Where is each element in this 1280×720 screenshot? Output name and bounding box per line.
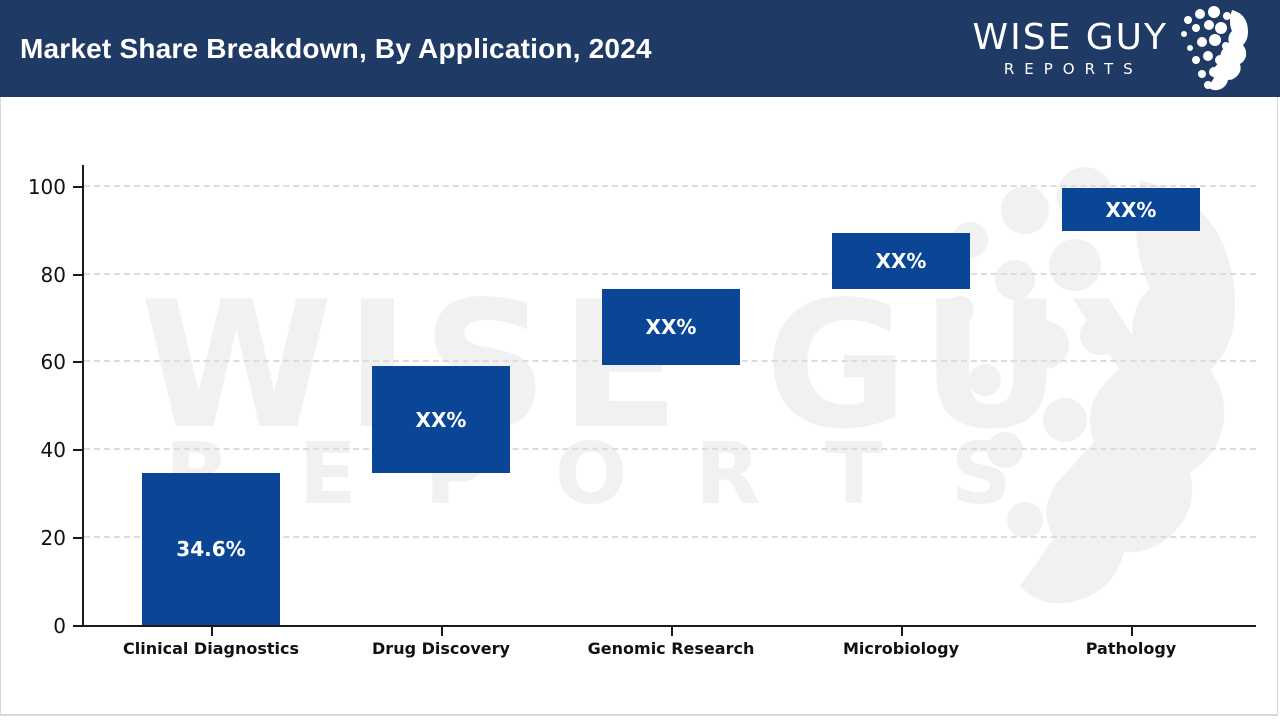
brand-logo-text: WISE GUY REPORTS — [973, 20, 1169, 77]
x-tick-mark — [211, 627, 213, 636]
dotted-head-icon — [1181, 5, 1248, 90]
y-tick-label: 80 — [40, 262, 66, 287]
y-tick-label: 0 — [53, 614, 66, 638]
bar-segment: XX% — [1062, 187, 1200, 232]
y-tick-label: 60 — [40, 350, 66, 375]
y-tick-mark — [73, 537, 82, 540]
header-band: Market Share Breakdown, By Application, … — [0, 0, 1280, 97]
bar-value-label: XX% — [1105, 197, 1157, 222]
y-tick-mark — [73, 449, 82, 452]
x-tick-mark — [441, 627, 443, 636]
x-axis-line — [82, 625, 1256, 627]
y-axis-line — [82, 165, 84, 627]
y-tick-label: 40 — [40, 438, 66, 463]
bar-segment: XX% — [602, 289, 740, 365]
brand-logo: WISE GUY REPORTS — [973, 5, 1253, 92]
x-tick-label: Microbiology — [842, 639, 960, 658]
y-tick-label: 20 — [40, 526, 66, 551]
x-tick-label: Pathology — [1085, 639, 1177, 658]
x-tick-mark — [901, 627, 903, 636]
y-tick-mark — [73, 625, 82, 627]
x-tick-label: Drug Discovery — [372, 639, 510, 658]
y-tick-mark — [73, 361, 82, 364]
y-gridline — [84, 536, 1256, 539]
bar-value-label: XX% — [415, 407, 467, 432]
y-gridline — [84, 184, 1256, 187]
y-tick-label: 100 — [27, 174, 66, 199]
brand-name: WISE GUY — [972, 17, 1168, 58]
x-tick-label: Clinical Diagnostics — [123, 639, 299, 658]
bar-value-label: XX% — [645, 315, 697, 340]
bar-segment: XX% — [832, 232, 970, 289]
x-tick-mark — [1131, 627, 1133, 636]
bar-value-label: XX% — [875, 248, 927, 273]
y-tick-mark — [73, 185, 82, 188]
y-gridline — [84, 448, 1256, 451]
page-title: Market Share Breakdown, By Application, … — [20, 32, 652, 64]
x-tick-label: Genomic Research — [587, 639, 755, 658]
bar-value-label: 34.6% — [176, 537, 246, 561]
y-tick-mark — [73, 273, 82, 276]
x-tick-mark — [671, 627, 673, 636]
y-gridline — [84, 272, 1256, 275]
brand-subname: REPORTS — [1003, 60, 1143, 78]
bar-segment: XX% — [372, 366, 510, 474]
bar-segment: 34.6% — [142, 473, 280, 625]
